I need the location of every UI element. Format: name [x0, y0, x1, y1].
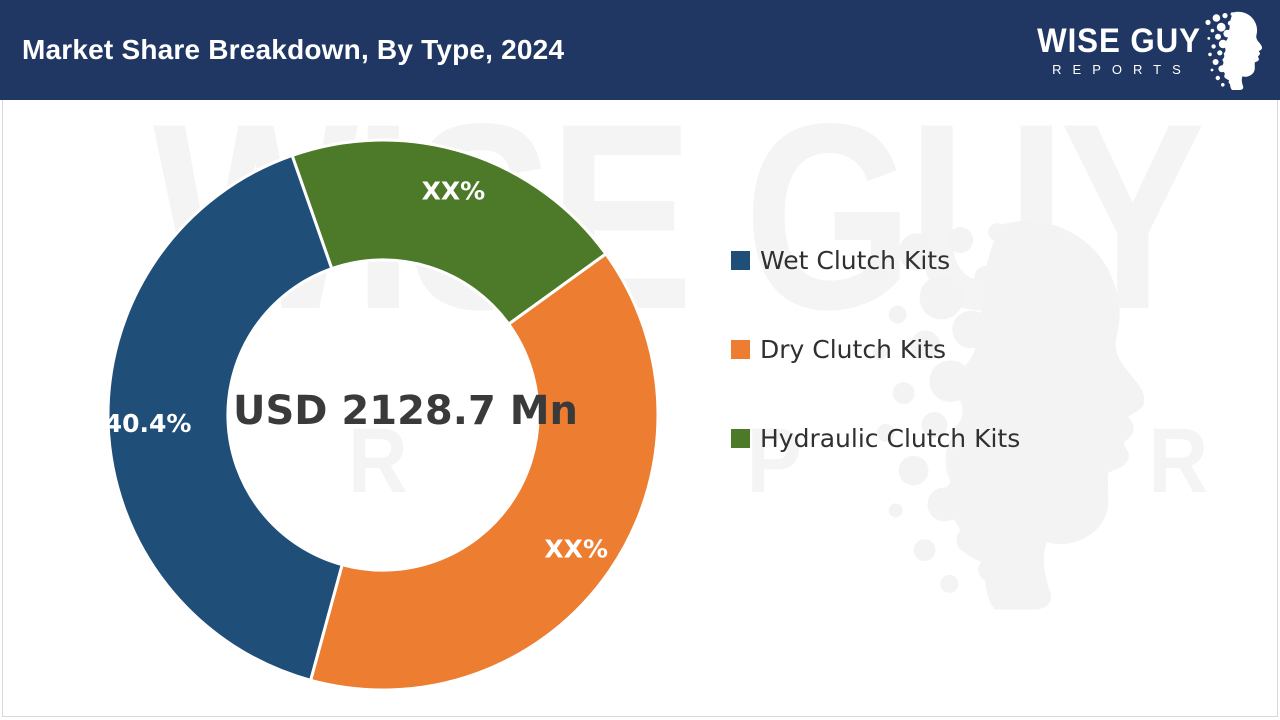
- legend-label: Dry Clutch Kits: [760, 335, 947, 364]
- logo-face-icon: [1202, 10, 1266, 90]
- slice-label: 40.4%: [105, 409, 192, 438]
- legend-swatch-icon: [731, 340, 750, 359]
- pie-slice-dry-clutch-kits: [309, 252, 660, 692]
- page-title: Market Share Breakdown, By Type, 2024: [22, 34, 565, 65]
- legend-swatch-icon: [731, 251, 750, 270]
- slice-label: XX%: [544, 534, 608, 563]
- logo-text: WISE GUY REPORTS: [1030, 24, 1208, 77]
- logo-wordmark: WISE GUY: [1037, 21, 1201, 60]
- chart-center-value: USD 2128.7 Mn: [233, 388, 578, 434]
- legend-item: Hydraulic Clutch Kits: [731, 426, 1020, 451]
- legend-label: Wet Clutch Kits: [760, 246, 951, 275]
- legend: Wet Clutch Kits Dry Clutch Kits Hydrauli…: [731, 248, 1020, 451]
- header-bar: Market Share Breakdown, By Type, 2024 WI…: [0, 0, 1280, 100]
- chart-canvas: WISE GUY R E P O R T S XX%XX%40.4% USD 2…: [2, 100, 1278, 717]
- slice-label: XX%: [422, 176, 486, 205]
- legend-item: Dry Clutch Kits: [731, 337, 1020, 362]
- donut-chart: XX% XX% 40.4%: [105, 138, 660, 692]
- legend-item: Wet Clutch Kits: [731, 248, 1020, 273]
- legend-swatch-icon: [731, 429, 750, 448]
- legend-label: Hydraulic Clutch Kits: [760, 424, 1021, 453]
- pie-slice-hydraulic-clutch-kits: [290, 138, 608, 326]
- wiseguy-logo: WISE GUY REPORTS: [1030, 10, 1280, 90]
- pie-slice-wet-clutch-kits: [106, 153, 344, 682]
- logo-subtitle: REPORTS: [1052, 61, 1192, 77]
